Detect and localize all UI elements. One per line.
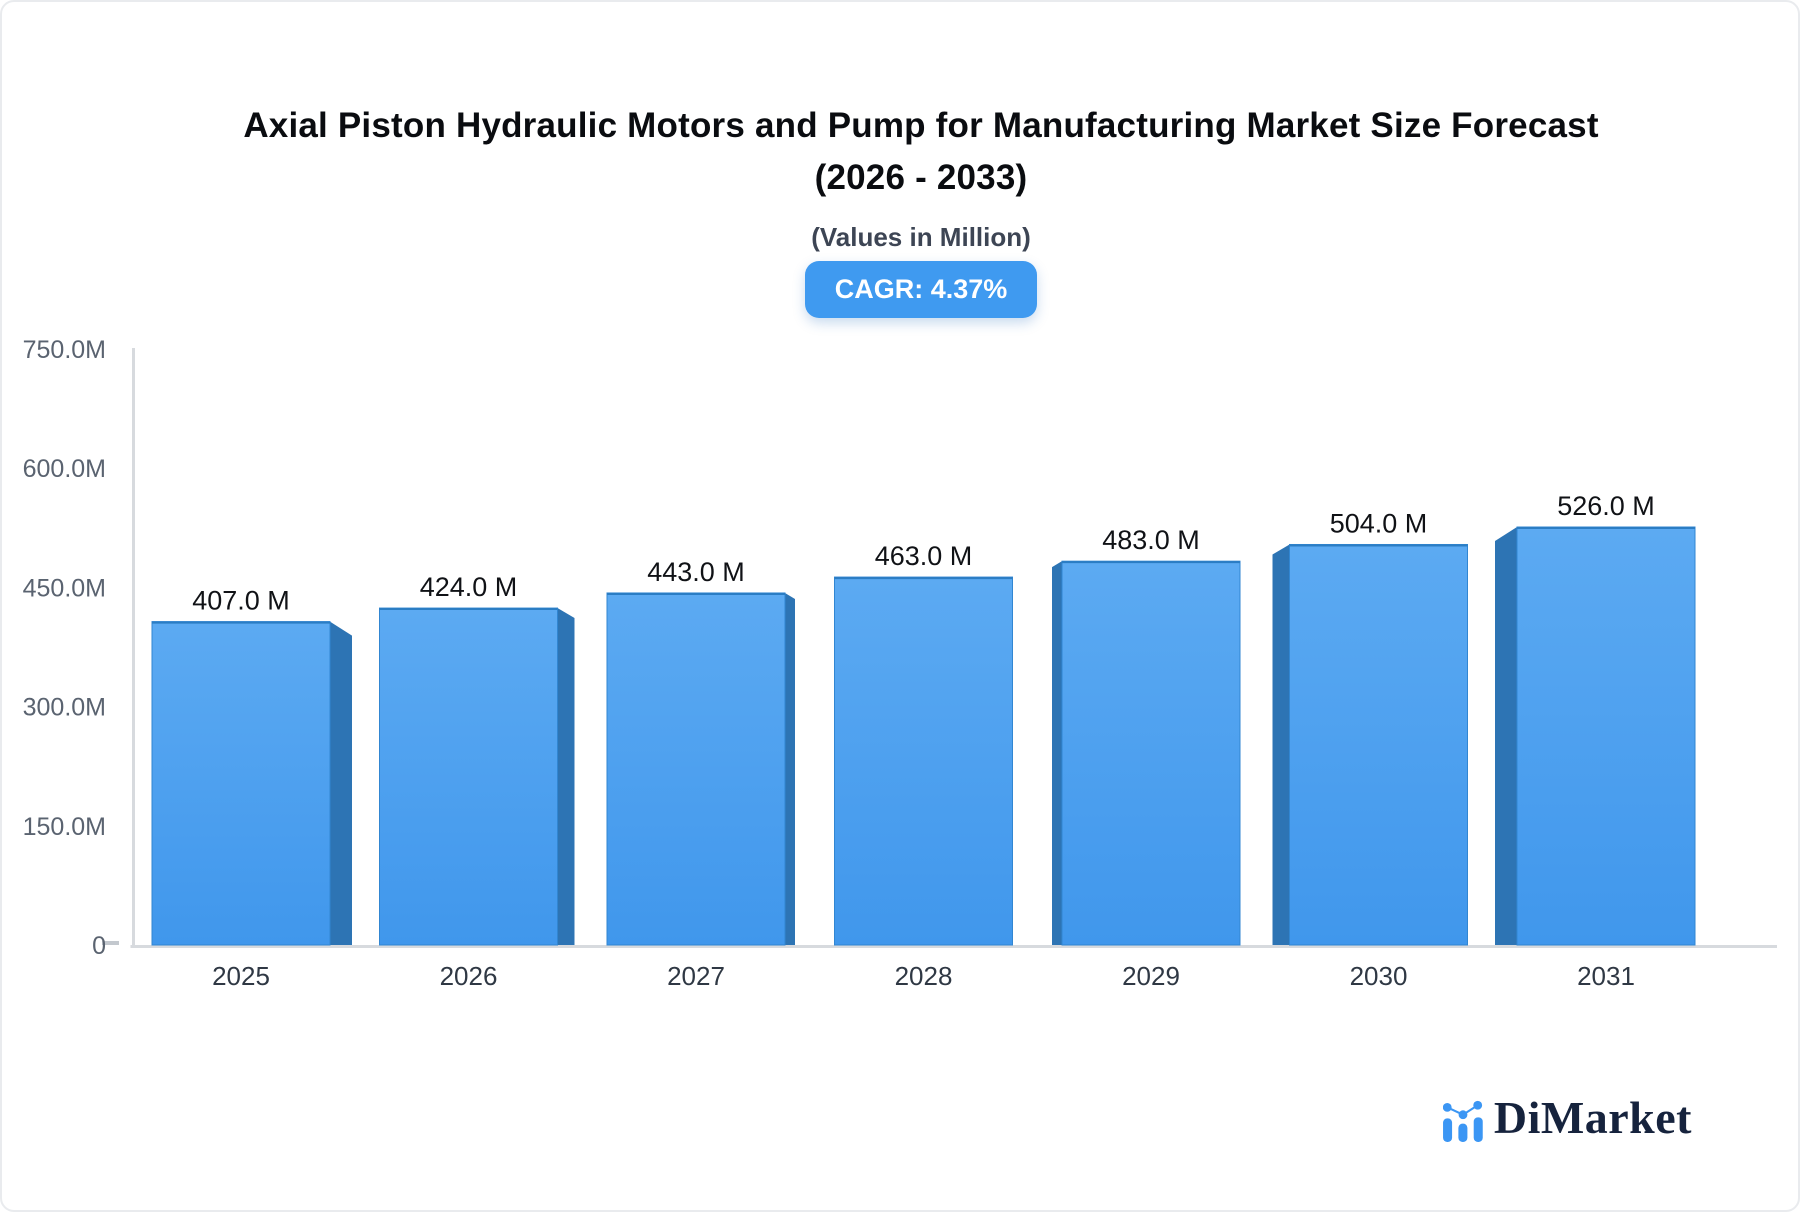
x-category-label: 2026 xyxy=(440,961,498,991)
bar-front-face xyxy=(606,592,786,946)
x-category-label: 2028 xyxy=(895,961,953,991)
y-tick-label: 150.0M xyxy=(23,813,106,841)
y-tick-label: 0 xyxy=(92,932,106,960)
bar-front-face xyxy=(1289,543,1468,946)
bar-side-face xyxy=(1052,561,1062,945)
bar-value-label: 483.0 M xyxy=(1102,525,1200,555)
logo-bar-chart-icon xyxy=(1442,1100,1483,1142)
bar-front-face xyxy=(1516,526,1696,946)
bar-value-label: 504.0 M xyxy=(1330,508,1428,538)
bar-value-label: 526.0 M xyxy=(1557,491,1655,521)
cagr-badge: CAGR: 4.37% xyxy=(804,261,1038,318)
x-category-label: 2025 xyxy=(212,961,270,991)
x-category-label: 2029 xyxy=(1122,961,1180,991)
logo-text: DiMarket xyxy=(1493,1092,1692,1143)
y-tick-label: 600.0M xyxy=(23,455,106,483)
bar-value-label: 407.0 M xyxy=(192,586,290,616)
dimarket-logo: DiMarket xyxy=(1442,1092,1692,1143)
y-tick-label: 450.0M xyxy=(23,574,106,602)
y-tick-label: 750.0M xyxy=(23,336,106,364)
bar-value-label: 443.0 M xyxy=(647,557,745,587)
bar-front-face xyxy=(1061,560,1241,946)
bar-side-face xyxy=(330,621,352,945)
bar-side-face xyxy=(557,608,575,945)
bar-front-face xyxy=(379,607,558,946)
chart-title: Axial Piston Hydraulic Motors and Pump f… xyxy=(44,100,1798,204)
x-category-label: 2030 xyxy=(1350,961,1408,991)
y-tick-label: 300.0M xyxy=(23,694,106,722)
chart-header: Axial Piston Hydraulic Motors and Pump f… xyxy=(44,100,1798,318)
chart-title-line1: Axial Piston Hydraulic Motors and Pump f… xyxy=(243,106,1599,145)
x-category-label: 2031 xyxy=(1577,961,1635,991)
bar-value-label: 424.0 M xyxy=(420,572,518,602)
x-category-label: 2027 xyxy=(667,961,725,991)
bar-side-face xyxy=(785,592,795,945)
bar-value-label: 463.0 M xyxy=(875,541,973,571)
bar-side-face xyxy=(1495,527,1517,945)
bar-side-face xyxy=(1272,544,1290,945)
bar-front-face xyxy=(834,576,1013,946)
chart-subtitle: (Values in Million) xyxy=(811,222,1031,252)
bar-front-face xyxy=(151,621,331,946)
chart-title-line2: (2026 - 2033) xyxy=(814,158,1028,197)
